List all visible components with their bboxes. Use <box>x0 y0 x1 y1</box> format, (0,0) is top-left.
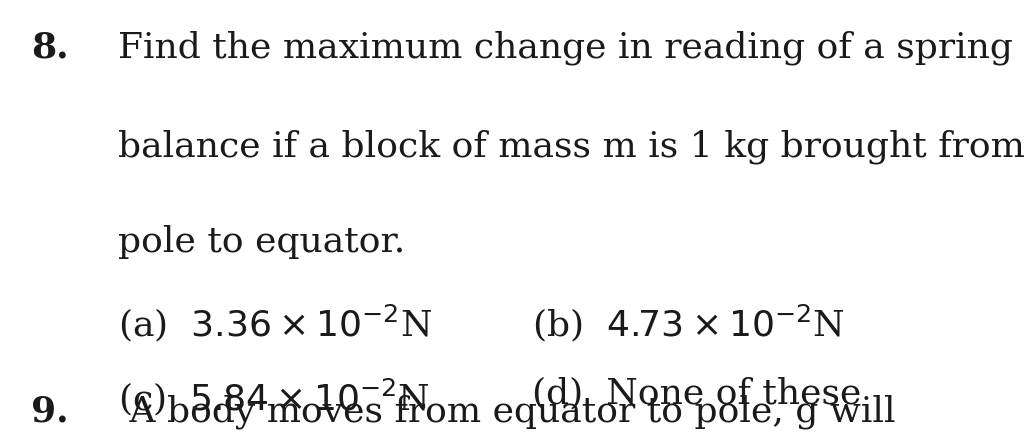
Text: (c)  $5.84\times10^{-2}$N: (c) $5.84\times10^{-2}$N <box>118 377 429 418</box>
Text: balance if a block of mass m is 1 kg brought from: balance if a block of mass m is 1 kg bro… <box>118 130 1024 165</box>
Text: (b)  $4.73\times10^{-2}$N: (b) $4.73\times10^{-2}$N <box>532 303 846 344</box>
Text: pole to equator.: pole to equator. <box>118 225 406 259</box>
Text: Find the maximum change in reading of a spring: Find the maximum change in reading of a … <box>118 30 1013 65</box>
Text: 9.: 9. <box>31 394 69 429</box>
Text: 8.: 8. <box>31 30 69 65</box>
Text: A body moves from equator to pole, g will: A body moves from equator to pole, g wil… <box>118 394 895 429</box>
Text: (d)  None of these: (d) None of these <box>532 377 862 411</box>
Text: (a)  $3.36\times10^{-2}$N: (a) $3.36\times10^{-2}$N <box>118 303 432 344</box>
